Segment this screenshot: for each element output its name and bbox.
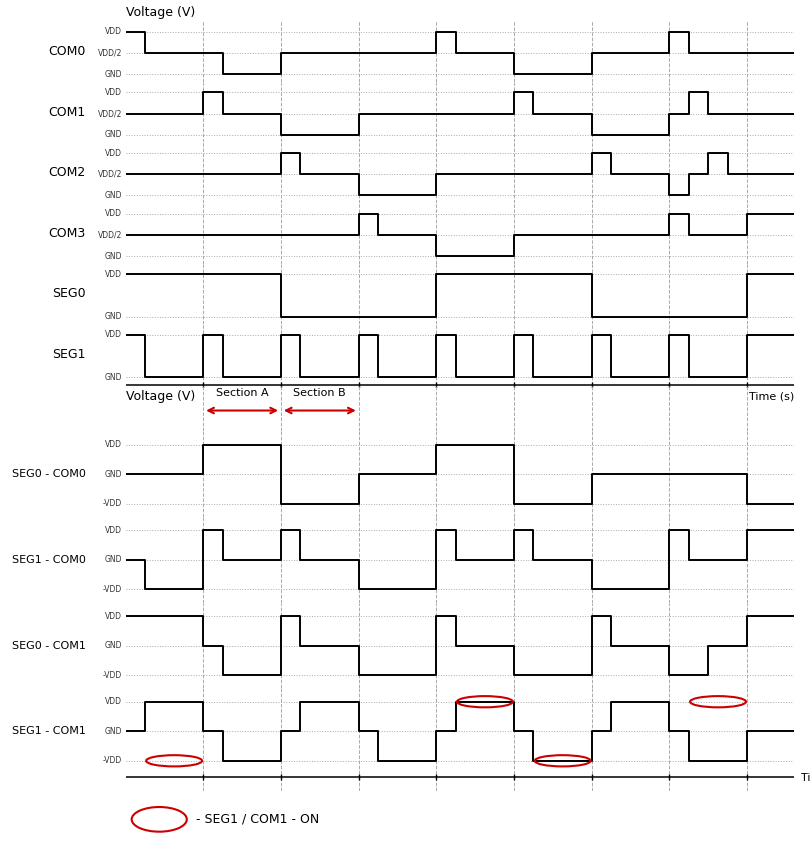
Text: SEG0 - COM1: SEG0 - COM1	[11, 640, 86, 651]
Text: Voltage (V): Voltage (V)	[126, 390, 194, 403]
Text: VDD/2: VDD/2	[98, 48, 122, 58]
Text: SEG0: SEG0	[52, 288, 86, 300]
Text: Voltage (V): Voltage (V)	[126, 6, 194, 19]
Text: VDD: VDD	[105, 526, 122, 535]
Text: VDD: VDD	[105, 440, 122, 449]
Text: GND: GND	[104, 641, 122, 650]
Text: -VDD: -VDD	[103, 756, 122, 766]
Text: VDD/2: VDD/2	[98, 170, 122, 179]
Text: COM3: COM3	[49, 227, 86, 240]
Text: Time (s): Time (s)	[748, 392, 794, 402]
Text: GND: GND	[104, 191, 122, 200]
Text: GND: GND	[104, 69, 122, 79]
Text: GND: GND	[104, 556, 122, 564]
Text: Section A: Section A	[215, 388, 268, 398]
Text: GND: GND	[104, 470, 122, 479]
Text: VDD/2: VDD/2	[98, 230, 122, 239]
Text: VDD: VDD	[105, 331, 122, 339]
Text: Section B: Section B	[293, 388, 346, 398]
Text: VDD: VDD	[105, 88, 122, 97]
Text: VDD: VDD	[105, 697, 122, 706]
Text: GND: GND	[104, 373, 122, 382]
Text: -VDD: -VDD	[103, 671, 122, 679]
Text: COM0: COM0	[48, 45, 86, 58]
Text: COM2: COM2	[49, 166, 86, 179]
Text: -VDD: -VDD	[103, 585, 122, 594]
Text: VDD: VDD	[105, 209, 122, 218]
Text: SEG1 - COM1: SEG1 - COM1	[11, 726, 86, 736]
Text: -VDD: -VDD	[103, 499, 122, 508]
Text: Time (s): Time (s)	[794, 772, 810, 783]
Text: SEG1: SEG1	[52, 348, 86, 361]
Text: GND: GND	[104, 251, 122, 261]
Text: VDD: VDD	[105, 27, 122, 36]
Text: VDD: VDD	[105, 270, 122, 279]
Text: VDD: VDD	[105, 612, 122, 621]
Text: COM1: COM1	[49, 106, 86, 118]
Text: SEG0 - COM0: SEG0 - COM0	[11, 470, 86, 480]
Text: - SEG1 / COM1 - ON: - SEG1 / COM1 - ON	[196, 813, 319, 826]
Text: GND: GND	[104, 130, 122, 140]
Text: VDD: VDD	[105, 149, 122, 157]
Text: SEG1 - COM0: SEG1 - COM0	[11, 555, 86, 565]
Text: GND: GND	[104, 312, 122, 321]
Text: VDD/2: VDD/2	[98, 109, 122, 118]
Text: GND: GND	[104, 727, 122, 736]
